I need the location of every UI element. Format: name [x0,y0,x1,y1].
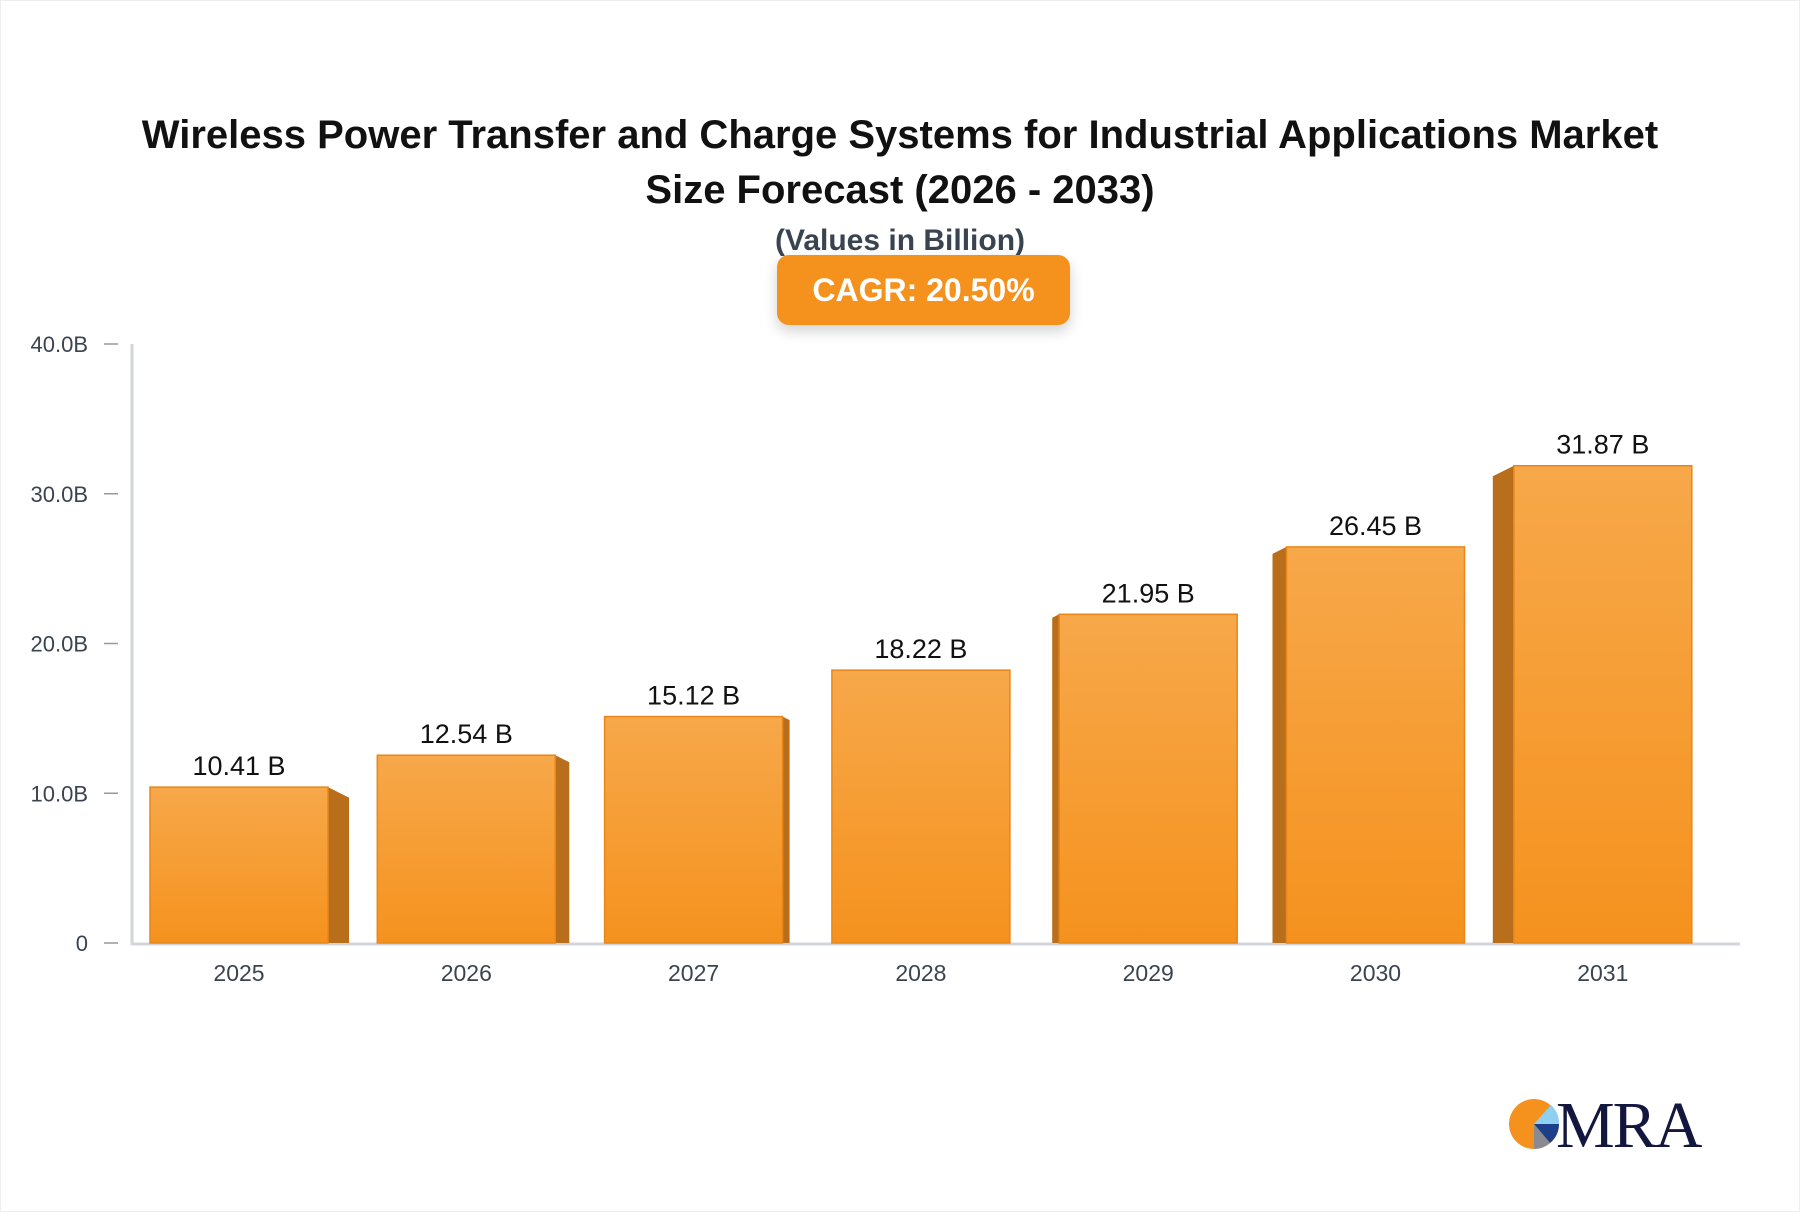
data-label: 10.41 B [192,751,285,781]
bar-side [1272,546,1287,943]
bar-2027: 15.12 B 2027 [603,681,790,986]
bar-side [782,716,790,943]
bar-2028: 18.22 B 2028 [831,634,1011,986]
bar-2025: 10.41 B 2025 [149,751,349,986]
y-tick-label: 30.0B [31,482,89,507]
y-tick-label: 40.0B [31,332,89,357]
data-label: 31.87 B [1556,430,1649,460]
bar [831,669,1011,944]
bar-2026: 12.54 B 2026 [376,719,570,986]
data-label: 26.45 B [1329,511,1422,541]
bar [376,754,557,944]
bar [1513,464,1693,944]
data-label: 18.22 B [874,634,967,664]
data-label: 21.95 B [1102,578,1195,608]
mra-logo: MRA [1506,1089,1706,1162]
bar [1285,546,1466,944]
bar-side [1492,465,1514,943]
x-tick-label: 2028 [895,960,946,986]
x-tick-label: 2025 [213,960,264,986]
bar [149,786,329,944]
x-tick-label: 2027 [668,960,719,986]
data-label: 15.12 B [647,681,740,711]
bar-2029: 21.95 B 2029 [1052,578,1238,986]
x-tick-label: 2031 [1577,960,1628,986]
pie-logo-icon [1509,1099,1560,1149]
y-tick-label: 0 [76,931,88,956]
chart-title: Wireless Power Transfer and Charge Syste… [141,113,1659,212]
bar-side [1052,614,1060,943]
y-tick-label: 10.0B [31,781,89,806]
bar-2030: 26.45 B 2030 [1272,511,1466,986]
cagr-badge: CAGR: 20.50% [777,255,1070,325]
bar-2031: 31.87 B 2031 [1492,430,1693,986]
chart-subtitle: (Values in Billion) [774,224,1026,257]
x-tick-label: 2029 [1123,960,1174,986]
bar-side [328,787,349,943]
bar-side [555,755,570,943]
bar [1058,613,1238,944]
y-tick-label: 20.0B [31,632,89,657]
x-tick-label: 2026 [441,960,492,986]
data-label: 12.54 B [420,719,513,749]
bar [603,715,784,944]
logo-text: MRA [1556,1089,1702,1162]
x-tick-label: 2030 [1350,960,1401,986]
